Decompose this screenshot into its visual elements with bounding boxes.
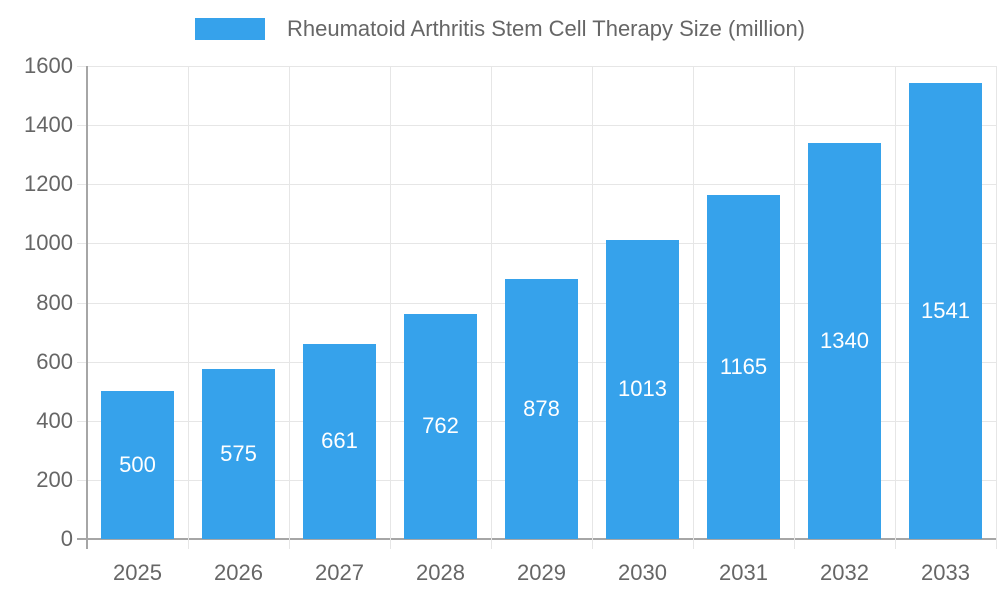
x-tick-label: 2033	[921, 560, 970, 585]
y-tick-label: 0	[60, 526, 73, 551]
y-tick-label: 800	[36, 289, 73, 315]
y-tick-label: 200	[36, 466, 73, 492]
y-tick-label: 1000	[24, 230, 73, 256]
x-tick-label: 2028	[416, 560, 465, 585]
y-tick-label: 1600	[24, 53, 73, 78]
x-gridline	[693, 66, 694, 549]
x-gridline	[289, 66, 290, 549]
x-gridline	[895, 66, 896, 549]
x-tick-label: 2025	[113, 560, 162, 585]
y-tick-label: 400	[36, 407, 73, 433]
bar[interactable]	[303, 343, 376, 539]
x-gridline	[996, 66, 997, 549]
x-gridline	[592, 66, 593, 549]
chart-legend[interactable]: Rheumatoid Arthritis Stem Cell Therapy S…	[0, 14, 1000, 44]
x-tick-label: 2032	[820, 560, 869, 585]
bar[interactable]	[909, 83, 982, 539]
bar[interactable]	[707, 194, 780, 539]
x-gridline	[188, 66, 189, 549]
y-gridline	[77, 184, 996, 186]
bar[interactable]	[404, 313, 477, 539]
x-tick-label: 2030	[618, 560, 667, 585]
bar[interactable]	[808, 142, 881, 539]
x-axis-line	[77, 538, 996, 540]
bar[interactable]	[505, 279, 578, 539]
bar[interactable]	[606, 239, 679, 539]
x-tick-label: 2029	[517, 560, 566, 585]
y-axis-line	[86, 66, 88, 549]
x-tick-label: 2031	[719, 560, 768, 585]
x-tick-label: 2027	[315, 560, 364, 585]
y-tick-label: 600	[36, 348, 73, 374]
x-gridline	[390, 66, 391, 549]
bar[interactable]	[101, 391, 174, 539]
y-gridline	[77, 125, 996, 127]
y-tick-label: 1400	[24, 112, 73, 138]
x-gridline	[491, 66, 492, 549]
x-gridline	[794, 66, 795, 549]
x-tick-label: 2026	[214, 560, 263, 585]
bar[interactable]	[202, 369, 275, 539]
y-tick-label: 1200	[24, 171, 73, 197]
legend-label: Rheumatoid Arthritis Stem Cell Therapy S…	[287, 16, 805, 41]
y-gridline	[77, 243, 996, 245]
y-gridline	[77, 66, 996, 67]
legend-color-swatch	[195, 18, 265, 40]
